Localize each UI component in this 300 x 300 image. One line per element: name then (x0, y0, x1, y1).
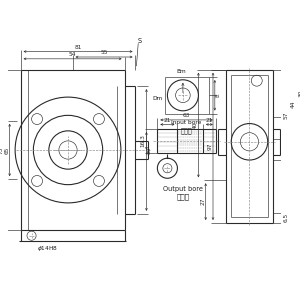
Text: Dm: Dm (153, 96, 163, 101)
Text: 65: 65 (4, 146, 9, 154)
Text: 40: 40 (193, 121, 198, 129)
Text: 80: 80 (147, 146, 152, 154)
Text: 44: 44 (291, 101, 296, 108)
Text: 21: 21 (164, 118, 171, 123)
Text: Input bore: Input bore (171, 120, 202, 125)
Text: 30: 30 (298, 90, 300, 97)
Text: 81: 81 (74, 45, 82, 50)
Text: $\phi$14H8: $\phi$14H8 (37, 244, 58, 253)
Text: 63: 63 (183, 113, 190, 118)
Text: 6.5: 6.5 (284, 213, 288, 222)
Text: Output bore: Output bore (163, 186, 203, 192)
Text: 输出孔: 输出孔 (176, 193, 190, 200)
Text: 57: 57 (284, 111, 288, 118)
Text: 54: 54 (69, 52, 76, 57)
Text: 输入孔: 输入孔 (181, 127, 192, 134)
Text: 21: 21 (206, 118, 213, 123)
Text: 27: 27 (200, 198, 206, 206)
Text: 55: 55 (100, 50, 108, 55)
Text: 75: 75 (0, 146, 4, 154)
Text: Bm: Bm (176, 69, 186, 74)
Text: S: S (138, 38, 142, 44)
Text: E: E (215, 93, 220, 97)
Text: 97: 97 (208, 142, 213, 150)
Text: 16.3: 16.3 (140, 134, 145, 147)
